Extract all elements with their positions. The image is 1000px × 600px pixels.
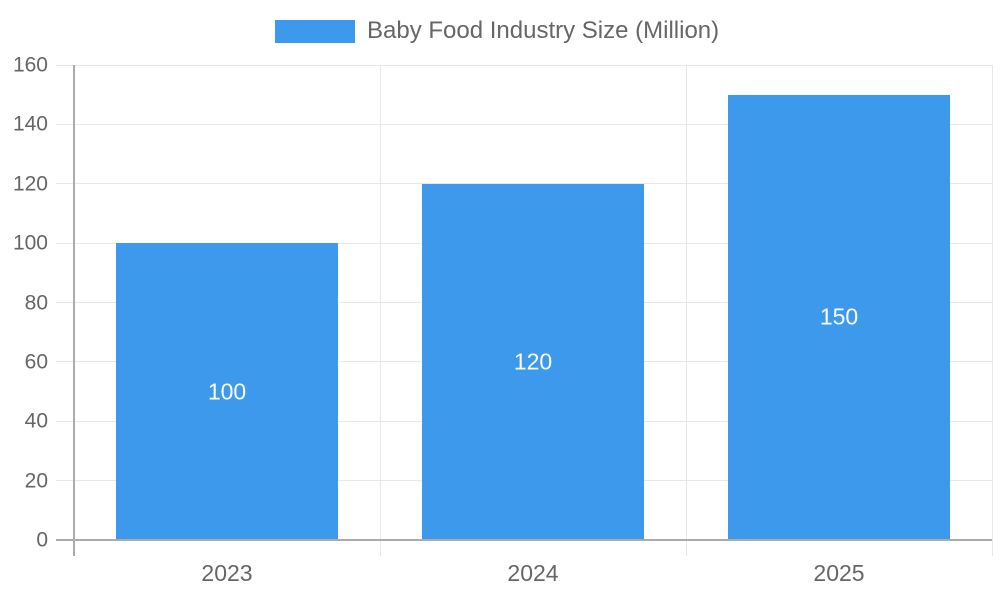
gridline-x <box>991 65 993 556</box>
y-axis-line <box>73 65 75 556</box>
gridline-x <box>379 65 381 556</box>
gridline-y <box>56 64 992 66</box>
gridline-y <box>56 123 992 125</box>
legend-label: Baby Food Industry Size (Million) <box>367 17 720 44</box>
bar-value-label: 120 <box>513 348 553 375</box>
y-tick-label: 100 <box>12 231 48 255</box>
bar <box>422 183 644 540</box>
bar-value-label: 100 <box>207 378 247 405</box>
x-tick-label: 2023 <box>201 560 253 586</box>
y-tick-label: 160 <box>12 53 48 77</box>
y-tick-label: 120 <box>12 172 48 196</box>
y-tick-label: 140 <box>12 112 48 136</box>
y-tick-label: 80 <box>24 291 48 314</box>
y-tick-label: 40 <box>24 409 48 433</box>
y-tick-label: 60 <box>24 350 48 374</box>
legend-swatch-icon <box>275 19 355 43</box>
bar <box>728 94 950 540</box>
x-tick-label: 2025 <box>813 560 865 586</box>
x-tick-label: 2024 <box>507 560 559 586</box>
bar-value-label: 150 <box>819 303 859 330</box>
legend: Baby Food Industry Size (Million) <box>275 17 719 45</box>
y-tick-label: 20 <box>24 469 48 493</box>
gridline-x <box>685 65 687 556</box>
x-axis-baseline <box>56 539 992 541</box>
y-tick-label: 0 <box>36 528 48 552</box>
bar <box>116 243 338 540</box>
